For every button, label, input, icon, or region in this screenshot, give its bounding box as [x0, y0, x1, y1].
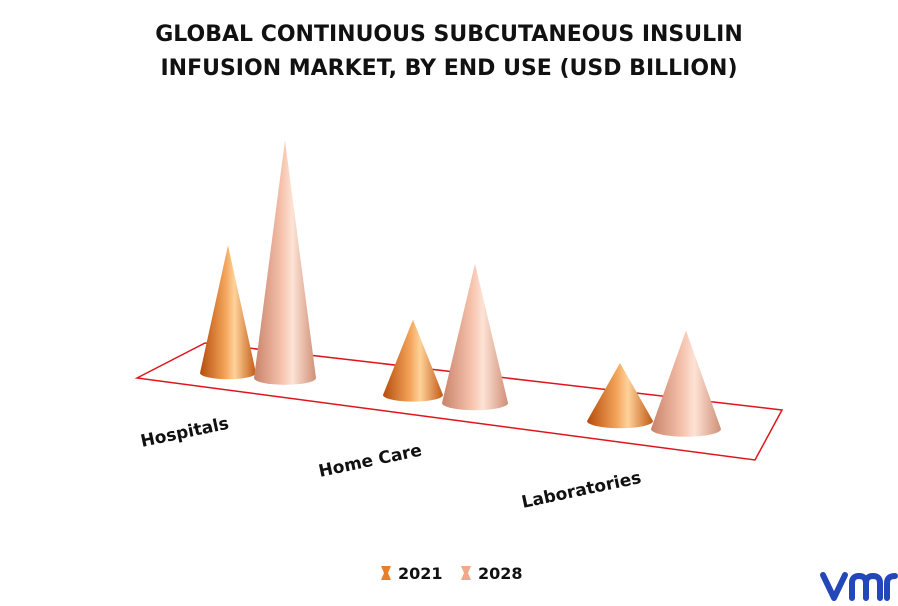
cone-laboratories-2021: [587, 363, 653, 429]
category-label-laboratories: Laboratories: [520, 468, 643, 513]
category-label-home-care: Home Care: [317, 441, 424, 482]
cone-laboratories-2028: [651, 330, 721, 437]
vmr-logo: [820, 572, 898, 601]
legend-item-2028: 2028: [461, 564, 523, 583]
chart-title: GLOBAL CONTINUOUS SUBCUTANEOUS INSULIN I…: [0, 18, 898, 86]
cone-home-care-2021: [383, 319, 443, 402]
legend-item-2021: 2021: [381, 564, 443, 583]
legend-swatch-2028: [461, 566, 471, 580]
chart-title-line1: GLOBAL CONTINUOUS SUBCUTANEOUS INSULIN: [155, 22, 743, 47]
cone-hospitals-2021: [200, 245, 256, 380]
chart-title-line2: INFUSION MARKET, BY END USE (USD BILLION…: [160, 56, 738, 81]
chart-floor: [134, 342, 784, 461]
cone-hospitals-2028: [254, 140, 316, 385]
legend-label-2021: 2021: [398, 564, 443, 583]
cone-home-care-2028: [442, 263, 508, 411]
cone-layer: [200, 140, 721, 437]
legend-swatch-2021: [381, 566, 391, 580]
category-label-hospitals: Hospitals: [139, 414, 231, 452]
legend-label-2028: 2028: [478, 564, 523, 583]
legend: 2021 2028: [381, 564, 523, 583]
